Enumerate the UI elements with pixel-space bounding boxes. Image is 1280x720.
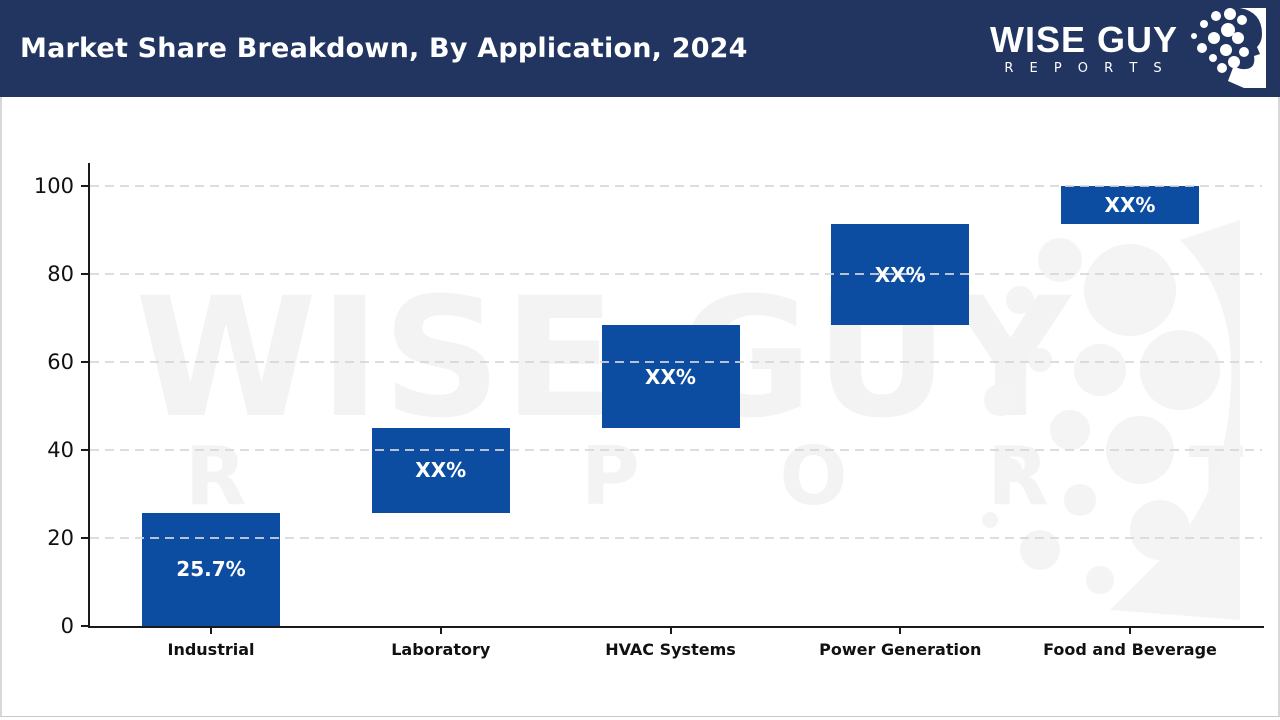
brand-logo-text: WISE GUY R E P O R T S (989, 19, 1178, 76)
bar-laboratory (371, 428, 510, 513)
gridline (90, 537, 1262, 539)
brand-logo-subtitle: R E P O R T S (1004, 61, 1168, 76)
x-category-label: HVAC Systems (605, 640, 736, 659)
y-axis-line (88, 163, 90, 628)
gridline (90, 449, 1262, 451)
y-axis-tick (81, 449, 89, 451)
x-axis-line (88, 626, 1264, 628)
gridline (90, 273, 1262, 275)
watermark-face-icon (880, 200, 1240, 624)
brand-logo: WISE GUY R E P O R T S (990, 6, 1266, 92)
x-category-label: Laboratory (391, 640, 491, 659)
bar-value-label: XX% (415, 458, 467, 483)
bar-value-label: 25.7% (176, 557, 246, 582)
brand-logo-name: WISE GUY (989, 19, 1178, 60)
y-axis-tick (81, 625, 89, 627)
x-axis-tick (439, 628, 442, 634)
x-axis-tick (1129, 628, 1131, 634)
y-axis-tick (81, 537, 89, 539)
bar-value-label: XX% (874, 262, 926, 287)
x-category-label: Industrial (167, 640, 255, 659)
header-bar: Market Share Breakdown, By Application, … (0, 0, 1280, 97)
y-axis-tick (81, 273, 89, 275)
y-tick-label: 0 (60, 614, 74, 638)
y-tick-label: 20 (47, 526, 74, 550)
y-axis-tick (81, 361, 89, 363)
x-category-label: Food and Beverage (1043, 640, 1217, 659)
y-tick-label: 40 (47, 438, 74, 462)
x-category-label: Power Generation (819, 640, 982, 659)
x-axis-tick (669, 628, 672, 634)
y-axis-tick (81, 185, 89, 187)
bar-value-label: XX% (1104, 193, 1156, 218)
x-axis-tick (899, 628, 902, 634)
bar-food-and-beverage (1061, 186, 1199, 225)
y-tick-label: 80 (47, 262, 74, 286)
face-profile-icon (1180, 6, 1266, 92)
gridline (90, 361, 1262, 363)
x-axis-tick (210, 628, 212, 634)
watermark-text-2: R E P O R T S (185, 430, 1280, 523)
y-tick-label: 60 (47, 350, 74, 374)
bar-industrial (142, 512, 280, 626)
y-tick-label: 100 (33, 174, 74, 198)
bar-value-label: XX% (645, 364, 696, 389)
page-title: Market Share Breakdown, By Application, … (20, 33, 748, 64)
gridline (90, 185, 1262, 187)
bar-hvac-systems (601, 325, 740, 428)
